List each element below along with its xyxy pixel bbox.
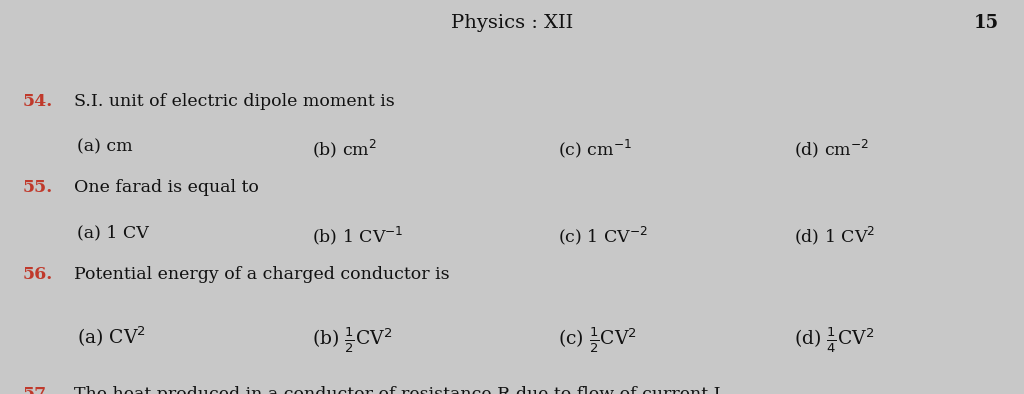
Text: (d) $\frac{1}{4}$CV$^{2}$: (d) $\frac{1}{4}$CV$^{2}$ bbox=[794, 325, 874, 355]
Text: (c) cm$^{-1}$: (c) cm$^{-1}$ bbox=[558, 138, 632, 160]
Text: One farad is equal to: One farad is equal to bbox=[74, 179, 259, 196]
Text: (c) 1 CV$^{-2}$: (c) 1 CV$^{-2}$ bbox=[558, 225, 648, 247]
Text: (c) $\frac{1}{2}$CV$^{2}$: (c) $\frac{1}{2}$CV$^{2}$ bbox=[558, 325, 637, 355]
Text: (d) cm$^{-2}$: (d) cm$^{-2}$ bbox=[794, 138, 869, 160]
Text: S.I. unit of electric dipole moment is: S.I. unit of electric dipole moment is bbox=[74, 93, 394, 110]
Text: The heat produced in a conductor of resistance R due to flow of current I: The heat produced in a conductor of resi… bbox=[74, 386, 720, 394]
Text: Potential energy of a charged conductor is: Potential energy of a charged conductor … bbox=[74, 266, 450, 283]
Text: (a) cm: (a) cm bbox=[77, 138, 132, 155]
Text: 54.: 54. bbox=[23, 93, 53, 110]
Text: 15: 15 bbox=[973, 14, 998, 32]
Text: 56.: 56. bbox=[23, 266, 53, 283]
Text: (a) 1 CV: (a) 1 CV bbox=[77, 225, 148, 242]
Text: 57.: 57. bbox=[23, 386, 53, 394]
Text: (b) 1 CV$^{-1}$: (b) 1 CV$^{-1}$ bbox=[312, 225, 403, 247]
Text: 55.: 55. bbox=[23, 179, 53, 196]
Text: (b) $\frac{1}{2}$CV$^{2}$: (b) $\frac{1}{2}$CV$^{2}$ bbox=[312, 325, 393, 355]
Text: (d) 1 CV$^{2}$: (d) 1 CV$^{2}$ bbox=[794, 225, 874, 247]
Text: Physics : XII: Physics : XII bbox=[451, 14, 573, 32]
Text: (b) cm$^{2}$: (b) cm$^{2}$ bbox=[312, 138, 378, 160]
Text: (a) CV$^{2}$: (a) CV$^{2}$ bbox=[77, 325, 145, 349]
